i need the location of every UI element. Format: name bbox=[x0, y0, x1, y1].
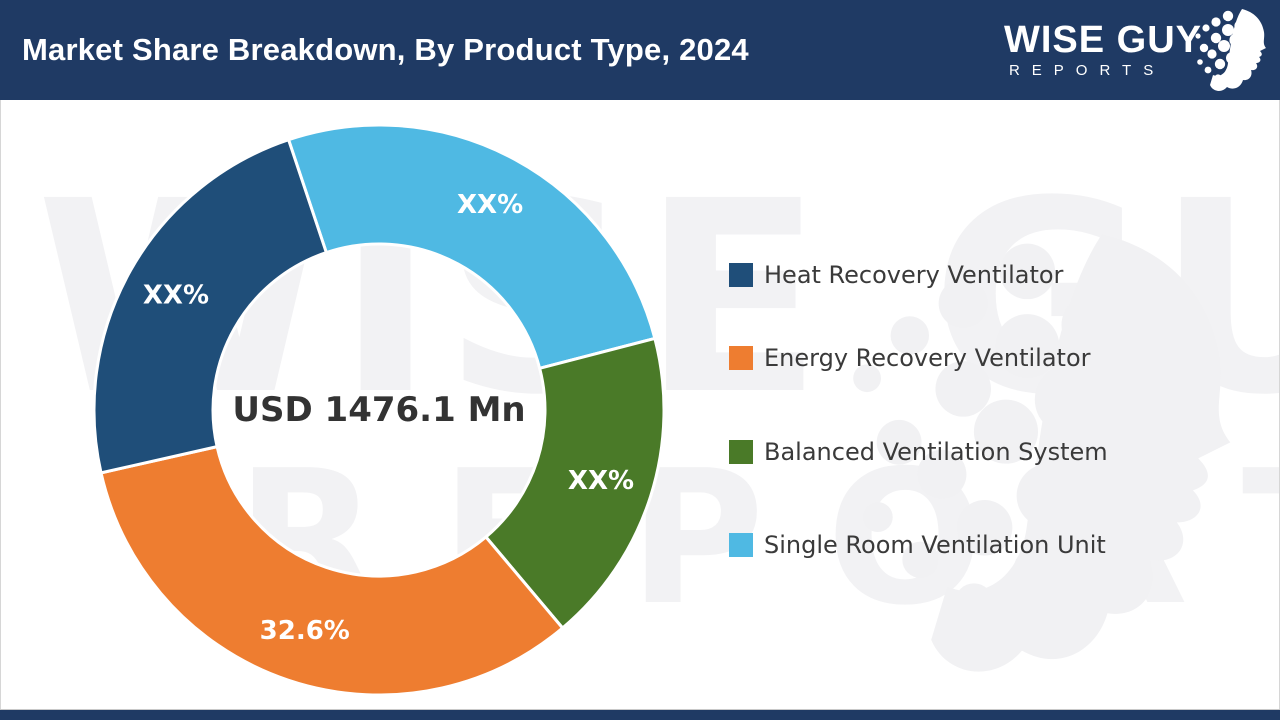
legend-label: Energy Recovery Ventilator bbox=[764, 344, 1091, 372]
page-title: Market Share Breakdown, By Product Type,… bbox=[22, 32, 749, 67]
segment-label: XX% bbox=[457, 190, 523, 220]
chart-area: WISE GUY REPORTS XX%XX%32.6%XX%USD 1476.… bbox=[0, 100, 1280, 709]
logo-reports-text: REPORTS bbox=[1008, 62, 1166, 79]
legend-label: Heat Recovery Ventilator bbox=[764, 261, 1064, 289]
donut-segment bbox=[99, 445, 565, 697]
donut-segment bbox=[92, 138, 328, 475]
wiseguy-logo: WISE GUY REPORTS bbox=[1004, 6, 1270, 94]
legend-label: Single Room Ventilation Unit bbox=[764, 531, 1106, 559]
legend-swatch bbox=[729, 346, 753, 370]
footer-bar bbox=[0, 710, 1280, 720]
donut-segment bbox=[287, 123, 657, 370]
legend-item: Energy Recovery Ventilator bbox=[729, 344, 1091, 372]
logo-text: WISE GUY REPORTS bbox=[1004, 21, 1202, 79]
legend-swatch bbox=[729, 533, 753, 557]
segment-label: XX% bbox=[143, 281, 209, 311]
header: Market Share Breakdown, By Product Type,… bbox=[0, 0, 1280, 100]
donut-segment bbox=[484, 336, 666, 630]
legend-item: Single Room Ventilation Unit bbox=[729, 531, 1106, 559]
legend: Heat Recovery Ventilator Energy Recovery … bbox=[729, 100, 1159, 709]
legend-swatch bbox=[729, 263, 753, 287]
donut-center-value: USD 1476.1 Mn bbox=[232, 390, 525, 430]
legend-label: Balanced Ventilation System bbox=[764, 438, 1108, 466]
legend-item: Heat Recovery Ventilator bbox=[729, 261, 1063, 289]
watermark-head-icon bbox=[853, 234, 1231, 672]
logo-face-icon bbox=[1195, 9, 1266, 91]
footer-divider-line bbox=[0, 709, 1280, 710]
legend-swatch bbox=[729, 440, 753, 464]
segment-label: XX% bbox=[568, 466, 634, 496]
logo-wiseguy-text: WISE GUY bbox=[1003, 19, 1202, 61]
donut-chart: XX% XX% 32.6% XX% USD 1476.1 Mn bbox=[92, 123, 666, 697]
segment-label: 32.6% bbox=[260, 616, 350, 646]
legend-item: Balanced Ventilation System bbox=[729, 438, 1108, 466]
